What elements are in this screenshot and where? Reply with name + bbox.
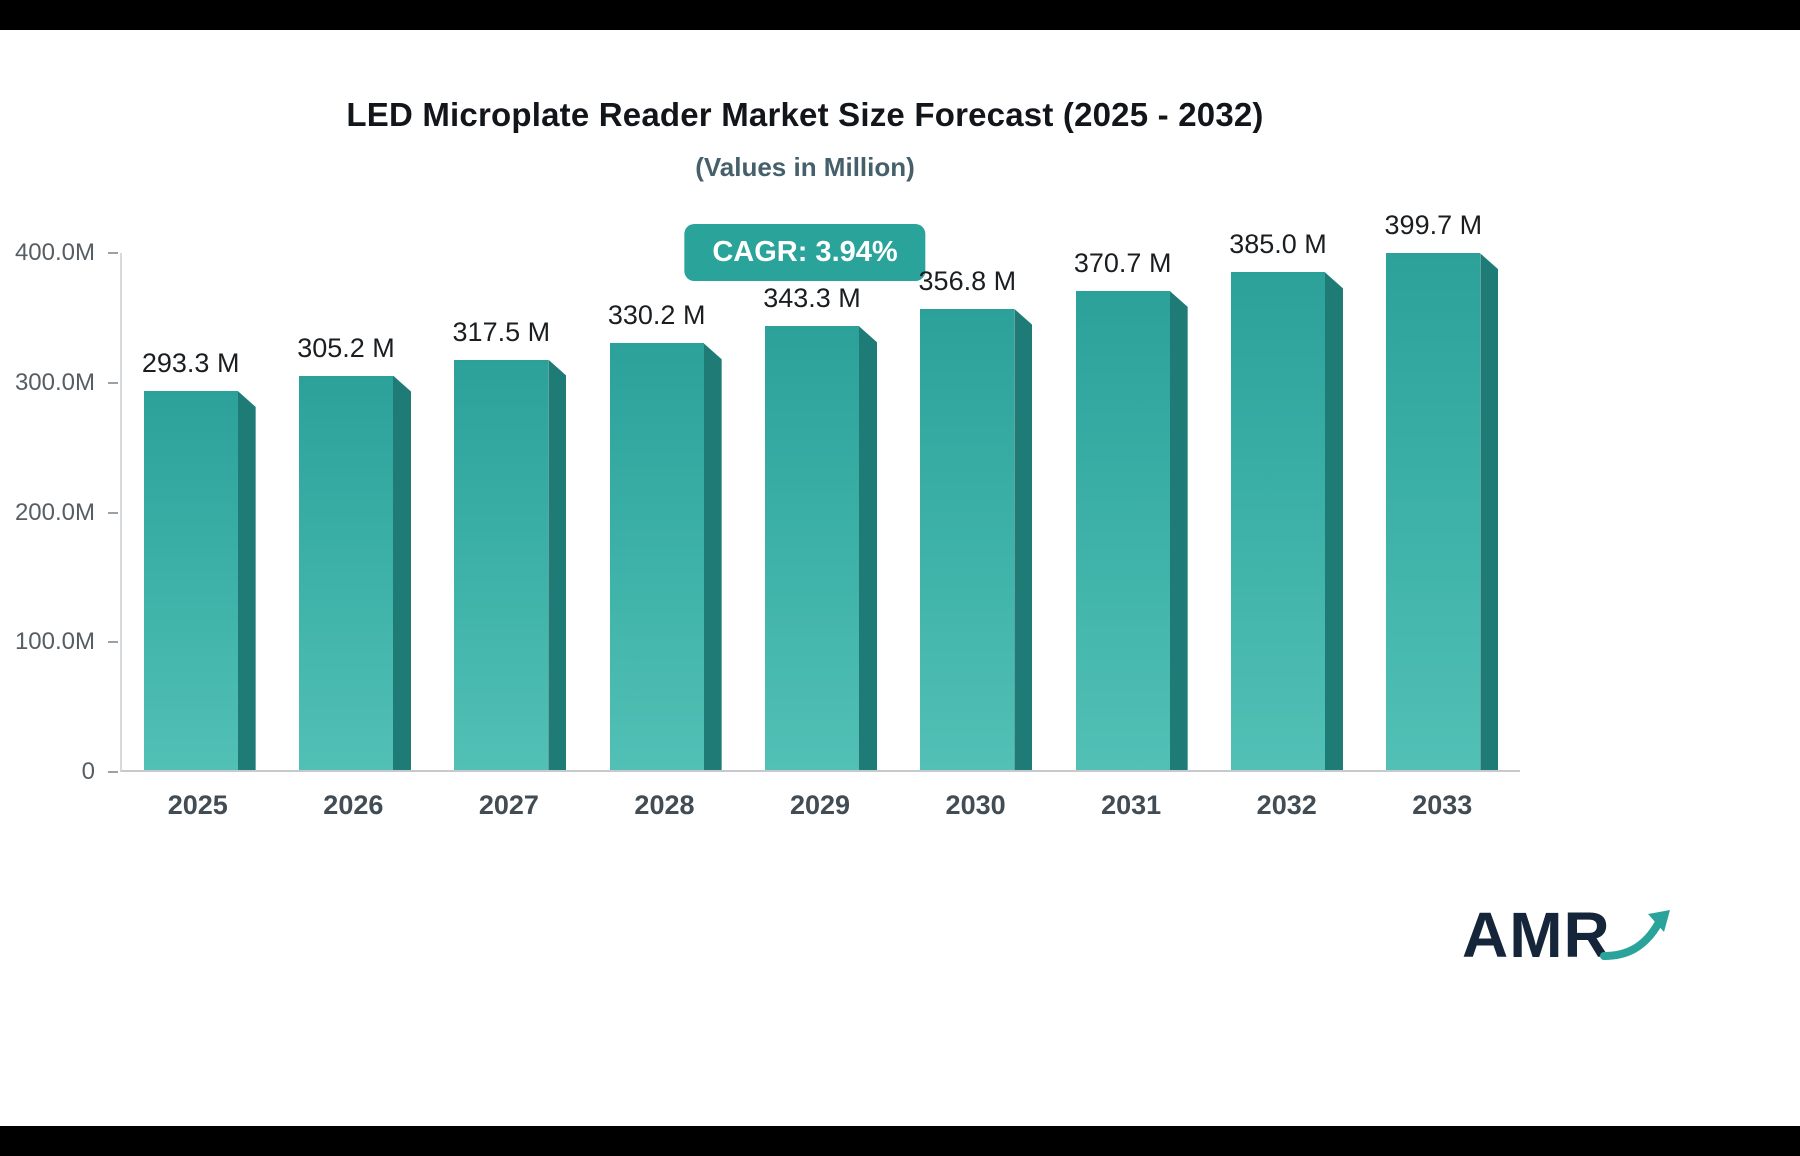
x-axis-label-2026: 2026 <box>323 790 384 820</box>
y-axis-tick <box>108 252 118 254</box>
bar-front-face <box>454 359 549 770</box>
bar-group-2030: 356.8 M <box>899 253 1054 770</box>
bar-2032: 385.0 M <box>1229 229 1343 770</box>
bar-side-face <box>1480 253 1499 770</box>
bar-group-2029: 343.3 M <box>743 253 898 770</box>
bar-group-2025: 293.3 M <box>122 253 277 770</box>
y-axis-tick <box>108 381 118 384</box>
bottom-border-bar <box>0 1126 1800 1156</box>
x-axis-label-2033: 2033 <box>1412 790 1473 820</box>
bar-front-face <box>1230 272 1325 770</box>
bar-front-face <box>1386 253 1481 770</box>
bar-value-label: 399.7 M <box>1384 210 1483 241</box>
bar-front-face <box>1075 290 1170 770</box>
bar-front-face <box>609 343 704 770</box>
bar-value-label: 330.2 M <box>607 300 706 331</box>
bar-side-face <box>1169 290 1188 770</box>
y-axis-label: 100.0M <box>14 628 95 656</box>
bar-side-face <box>1324 272 1343 770</box>
y-axis-label: 300.0M <box>14 368 95 396</box>
growth-arrow-icon <box>1600 910 1670 960</box>
bar-value-label: 370.7 M <box>1073 247 1172 278</box>
y-axis-tick <box>108 511 118 514</box>
bar-front-face <box>764 326 859 770</box>
bar-2030: 356.8 M <box>919 266 1033 770</box>
bar-side-face <box>703 343 722 770</box>
x-axis-label-2031: 2031 <box>1101 790 1162 820</box>
bar-value-label: 343.3 M <box>763 283 861 314</box>
cagr-badge: CAGR: 3.94% <box>684 224 926 281</box>
bar-group-2031: 370.7 M <box>1054 248 1209 770</box>
bar-side-face <box>237 390 256 770</box>
x-axis-label-2028: 2028 <box>634 790 695 820</box>
bar-2031: 370.7 M <box>1074 248 1188 770</box>
bar-value-label: 317.5 M <box>452 316 551 347</box>
bar-value-label: 305.2 M <box>297 332 395 363</box>
bar-group-2027: 317.5 M <box>433 253 588 770</box>
y-axis-tick <box>108 771 118 773</box>
bar-2033: 399.7 M <box>1385 210 1499 770</box>
x-axis-label-2025: 2025 <box>167 790 228 820</box>
bar-value-label: 385.0 M <box>1229 229 1327 260</box>
chart-title: LED Microplate Reader Market Size Foreca… <box>346 96 1264 133</box>
bar-group-2032: 385.0 M <box>1209 229 1364 770</box>
y-axis-tick <box>108 641 118 644</box>
bar-side-face <box>392 375 411 770</box>
bar-2027: 317.5 M <box>453 317 567 770</box>
x-axis-label-2029: 2029 <box>789 790 851 820</box>
x-axis-label-2030: 2030 <box>945 790 1006 820</box>
bar-front-face <box>298 375 393 770</box>
bar-2026: 305.2 M <box>297 333 411 770</box>
y-axis-label: 0 <box>81 758 95 785</box>
y-axis-label: 200.0M <box>14 498 95 526</box>
bar-front-face <box>143 390 238 770</box>
bar-group-2033: 399.7 M <box>1365 210 1520 770</box>
bar-group-2026: 305.2 M <box>277 253 432 770</box>
bar-side-face <box>548 359 567 770</box>
chart-subtitle: (Values in Million) <box>695 152 915 182</box>
bar-side-face <box>858 326 877 770</box>
amr-logo: AMR <box>1462 898 1672 978</box>
x-axis-label-2027: 2027 <box>478 790 539 820</box>
bar-front-face <box>920 308 1015 770</box>
plot-area: 293.3 M 305.2 M 317.5 M 330.2 M 343.3 M 356.8… <box>120 210 1520 772</box>
x-axis-label-2032: 2032 <box>1256 790 1317 820</box>
x-axis: 2025 2026 2027 2028 2029 2030 2031 2032 2033 <box>120 790 1520 821</box>
bar-2028: 330.2 M <box>608 300 722 770</box>
bar-side-face <box>1014 308 1033 770</box>
bar-group-2028: 330.2 M <box>588 253 743 770</box>
amr-logo-text: AMR <box>1462 899 1611 971</box>
chart-header: LED Microplate Reader Market Size Foreca… <box>0 96 1610 183</box>
y-axis-label: 400.0M <box>14 239 95 266</box>
bar-value-label: 293.3 M <box>141 347 240 378</box>
bar-2029: 343.3 M <box>763 283 877 770</box>
top-border-bar <box>0 0 1800 30</box>
bar-2025: 293.3 M <box>142 348 256 770</box>
bar-value-label: 356.8 M <box>918 265 1017 296</box>
